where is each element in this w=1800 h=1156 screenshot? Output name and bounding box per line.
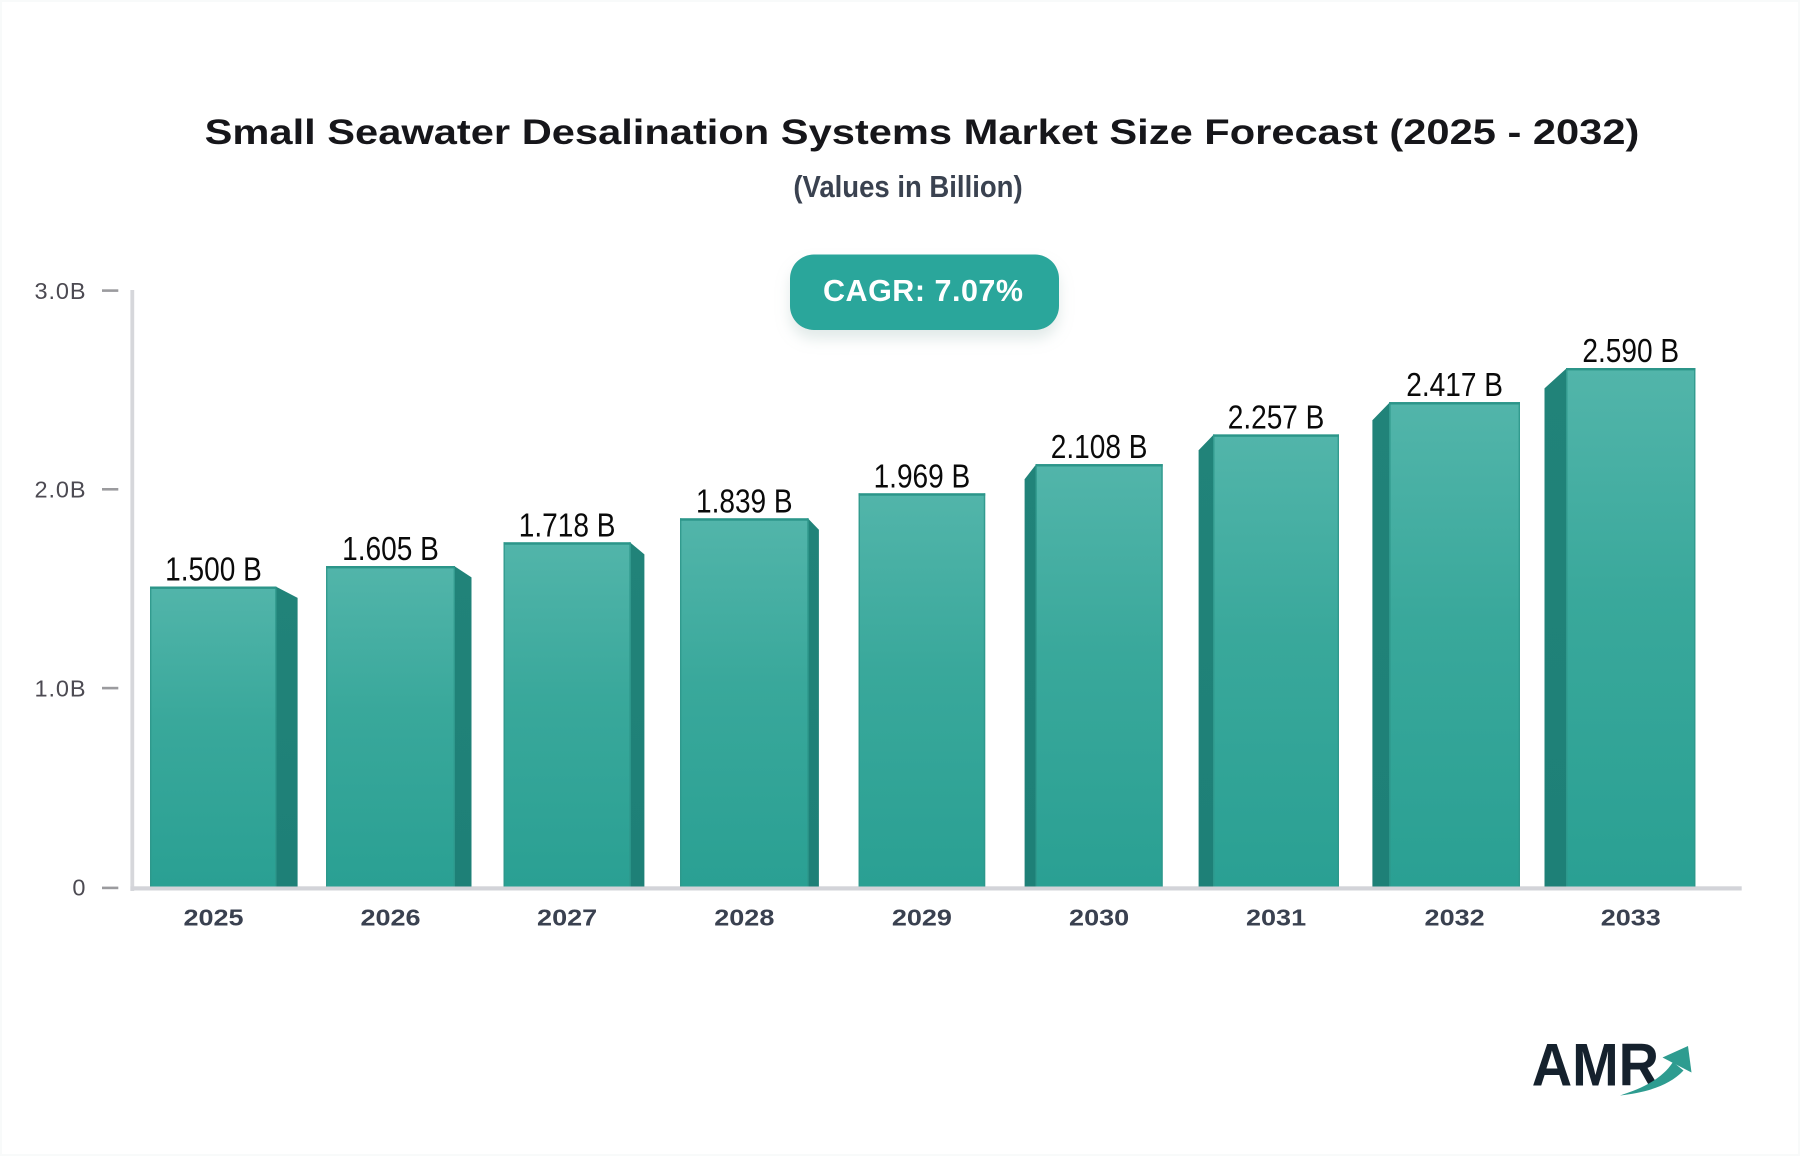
svg-text:Small Seawater Desalination Sy: Small Seawater Desalination Systems Mark…	[205, 113, 1640, 152]
svg-text:2033: 2033	[1601, 905, 1661, 931]
svg-text:1.839 B: 1.839 B	[696, 483, 793, 520]
svg-text:2.108 B: 2.108 B	[1051, 429, 1148, 466]
svg-text:2028: 2028	[714, 905, 774, 931]
svg-text:0: 0	[72, 874, 85, 900]
svg-text:2.417 B: 2.417 B	[1406, 367, 1503, 404]
svg-text:2032: 2032	[1425, 905, 1485, 931]
svg-text:1.0B: 1.0B	[35, 675, 86, 701]
svg-text:2.0B: 2.0B	[35, 477, 86, 503]
svg-text:1.718 B: 1.718 B	[519, 507, 616, 544]
svg-text:2027: 2027	[537, 905, 597, 931]
svg-text:1.605 B: 1.605 B	[342, 531, 439, 568]
svg-text:(Values in Billion): (Values in Billion)	[793, 170, 1022, 205]
svg-text:1.500 B: 1.500 B	[165, 551, 262, 588]
svg-text:2031: 2031	[1246, 905, 1306, 931]
svg-text:2.590 B: 2.590 B	[1582, 333, 1679, 370]
svg-text:1.969 B: 1.969 B	[874, 458, 971, 495]
svg-text:2026: 2026	[360, 905, 420, 931]
svg-text:2030: 2030	[1069, 905, 1129, 931]
svg-text:2025: 2025	[183, 905, 243, 931]
svg-text:3.0B: 3.0B	[35, 278, 86, 304]
svg-text:CAGR: 7.07%: CAGR: 7.07%	[823, 274, 1023, 308]
svg-text:2.257 B: 2.257 B	[1228, 399, 1325, 436]
svg-text:2029: 2029	[892, 905, 952, 931]
svg-text:AMR: AMR	[1532, 1033, 1659, 1099]
